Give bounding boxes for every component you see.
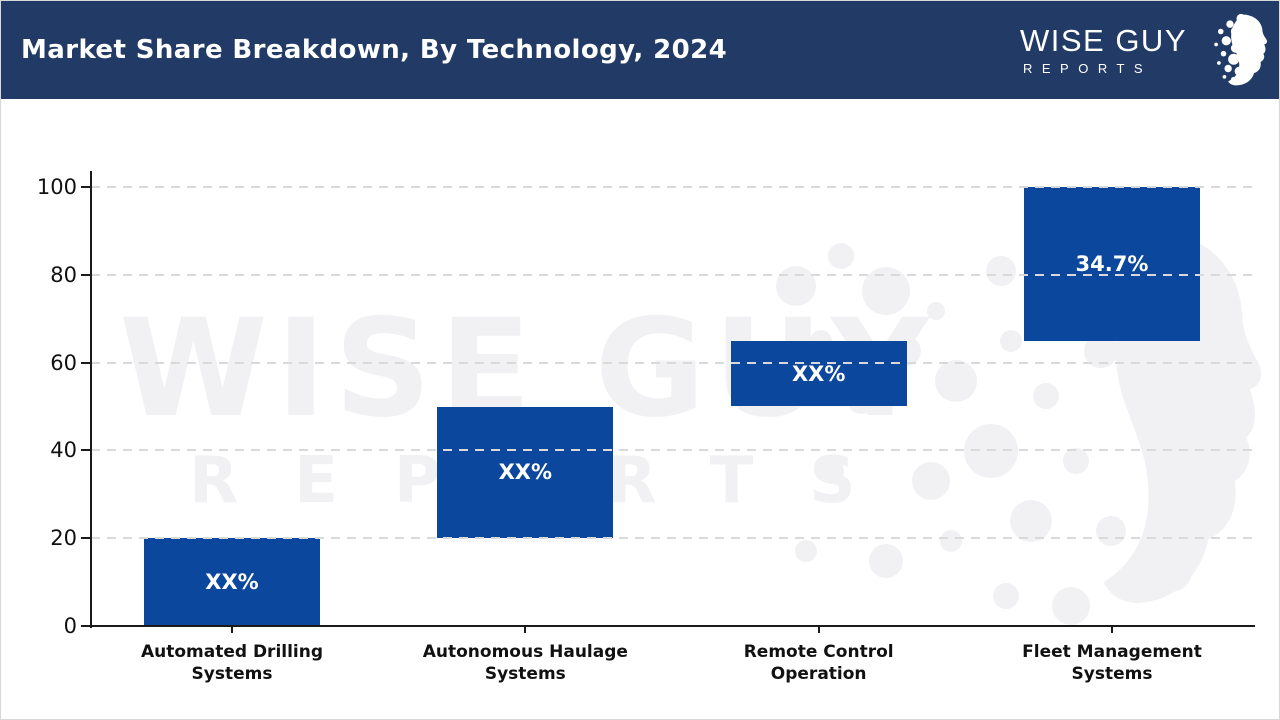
y-gridline <box>91 186 1255 188</box>
page-title: Market Share Breakdown, By Technology, 2… <box>21 35 728 65</box>
y-tick-mark <box>81 449 91 452</box>
y-axis-spine <box>90 171 92 628</box>
y-gridline <box>91 273 1255 276</box>
y-tick-label: 80 <box>50 262 77 287</box>
brand-subtitle: REPORTS <box>1022 61 1153 76</box>
x-category-label: Remote Control Operation <box>743 642 894 684</box>
y-tick-label: 0 <box>63 614 77 638</box>
bar-segment: XX% <box>437 406 614 539</box>
brand-logo: WISE GUY REPORTS <box>1020 10 1267 90</box>
brand-head-icon <box>1214 13 1267 86</box>
x-tick-mark <box>524 626 527 633</box>
bar-value-label: XX% <box>205 570 259 595</box>
brand-logo-text: WISE GUY REPORTS <box>1019 23 1187 77</box>
y-tick-mark <box>81 361 91 364</box>
y-tick-label: 40 <box>50 438 77 463</box>
y-gridline <box>91 449 1255 452</box>
x-tick-mark <box>1110 626 1113 633</box>
y-tick-mark <box>81 273 91 276</box>
x-tick-mark <box>817 626 820 633</box>
y-tick-mark <box>81 537 91 540</box>
bar-value-label: 34.7% <box>1075 251 1149 276</box>
y-tick-mark <box>81 625 91 627</box>
y-tick-label: 60 <box>50 350 77 375</box>
bar-value-label: XX% <box>791 361 846 386</box>
y-tick-label: 100 <box>36 175 77 199</box>
y-gridline <box>91 361 1255 364</box>
bar-segment: XX% <box>730 340 907 407</box>
x-tick-mark <box>231 626 233 633</box>
x-category-label: Autonomous Haulage Systems <box>422 642 628 684</box>
y-tick-label: 20 <box>50 526 77 551</box>
x-axis-spine <box>89 625 1255 627</box>
x-category-label: Automated Drilling Systems <box>140 642 324 684</box>
y-tick-mark <box>81 186 91 188</box>
bar-segment: 34.7% <box>1023 187 1200 341</box>
header-bar: Market Share Breakdown, By Technology, 2… <box>1 1 1279 99</box>
x-category-label: Fleet Management Systems <box>1022 642 1202 684</box>
bar-segment: XX% <box>144 538 320 626</box>
brand-name: WISE GUY <box>1019 23 1187 58</box>
bar-value-label: XX% <box>498 460 553 485</box>
y-gridline <box>91 537 1255 540</box>
